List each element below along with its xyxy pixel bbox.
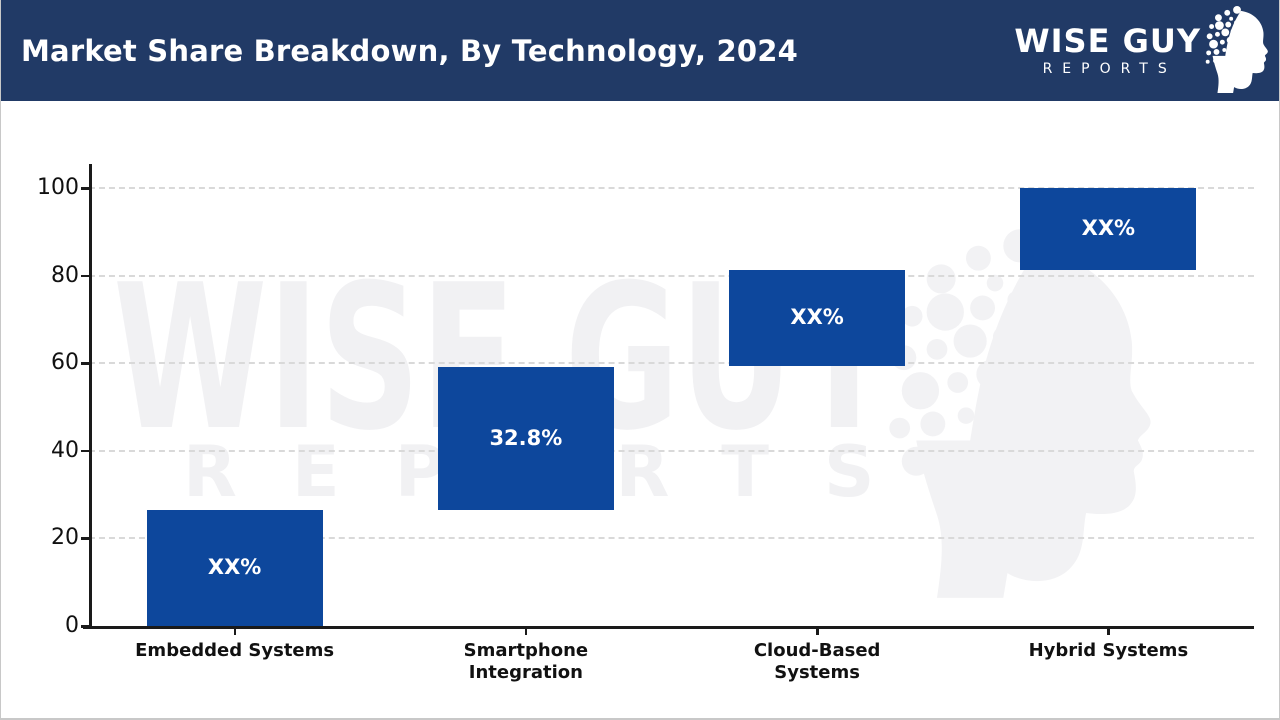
x-tick-2 (524, 626, 528, 635)
y-tick-100 (81, 187, 89, 190)
wiseguy-logo-text: WISE GUY REPORTS (1014, 25, 1201, 77)
gridline-y60 (89, 362, 1254, 365)
y-tick-label-100: 100 (37, 175, 79, 201)
y-tick-40 (81, 449, 89, 453)
bar-3 (729, 270, 906, 366)
x-axis-line (83, 626, 1254, 629)
gridline-y40 (89, 449, 1254, 452)
x-category-label-2: Smartphone Integration (463, 640, 589, 683)
watermark-head-icon (879, 225, 1169, 602)
y-tick-20 (81, 537, 89, 540)
chart-area: WISE GUY REPORTS 020406080100XX%Embedded… (1, 101, 1279, 718)
page-title: Market Share Breakdown, By Technology, 2… (21, 33, 799, 68)
x-category-label-1: Embedded Systems (135, 640, 335, 661)
x-category-label-4: Hybrid Systems (1028, 640, 1189, 661)
y-tick-80 (81, 274, 89, 278)
y-tick-label-0: 0 (65, 613, 79, 638)
bar-value-label-3: XX% (790, 305, 844, 330)
gridline-y80 (89, 274, 1254, 277)
x-tick-4 (1107, 626, 1110, 635)
wiseguy-head-icon (1203, 5, 1273, 97)
logo-name: WISE GUY (1014, 21, 1201, 60)
wiseguy-logo: WISE GUY REPORTS (1014, 5, 1279, 97)
bar-1 (146, 510, 323, 626)
y-tick-label-80: 80 (51, 262, 79, 288)
y-tick-label-60: 60 (51, 350, 79, 376)
y-tick-label-20: 20 (51, 525, 79, 551)
y-axis-line (89, 164, 92, 626)
gridline-y20 (89, 537, 1254, 540)
bar-2 (437, 366, 614, 511)
x-category-label-3: Cloud-Based Systems (753, 640, 881, 683)
x-tick-1 (233, 626, 237, 635)
bar-value-label-4: XX% (1081, 216, 1136, 241)
logo-subtitle: REPORTS (1042, 60, 1177, 77)
y-tick-60 (81, 362, 89, 365)
gridline-y100 (89, 187, 1254, 190)
bar-value-label-1: XX% (207, 555, 262, 580)
y-tick-label-40: 40 (51, 437, 79, 463)
x-tick-3 (816, 626, 819, 635)
bar-value-label-2: 32.8% (489, 425, 563, 450)
chart-header: Market Share Breakdown, By Technology, 2… (1, 0, 1279, 101)
bar-4 (1020, 188, 1197, 271)
plot-area: 0 20 40 60 80 100 XX% Embedded Systems 32.8% Smar… (1, 101, 1279, 718)
